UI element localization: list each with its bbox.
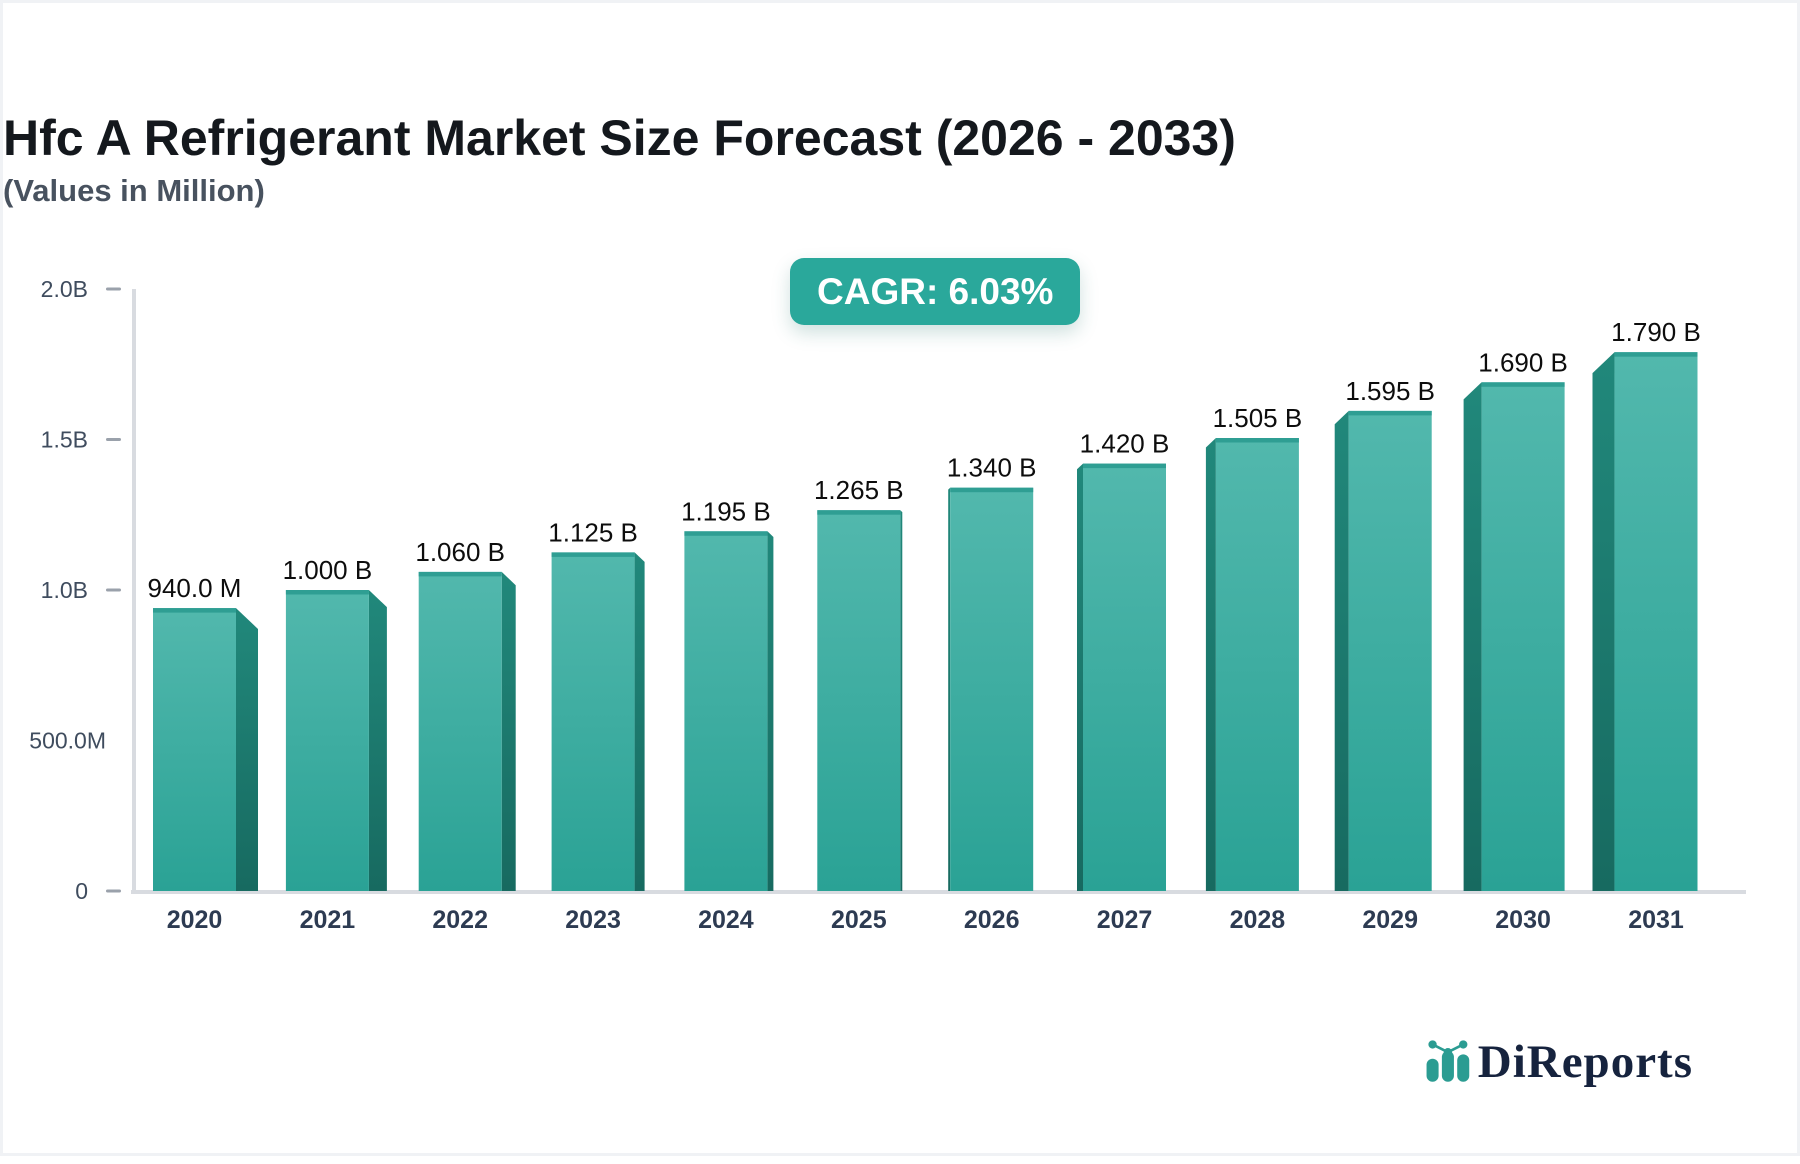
x-year-label: 2022 <box>432 906 488 934</box>
bar-front-face <box>1481 382 1565 891</box>
bar-front-face <box>950 487 1034 891</box>
y-tick-label: 1.0B <box>41 577 88 603</box>
bar-front-face <box>817 510 901 891</box>
bar-value-label: 940.0 M <box>148 573 242 603</box>
bar-side-face <box>1592 352 1615 891</box>
y-tick-dash <box>106 438 121 441</box>
bar-value-label: 1.690 B <box>1478 347 1568 377</box>
bar: 1.060 B 2022 <box>415 537 516 934</box>
bar-top-strip <box>1614 352 1698 357</box>
direports-logo: DiReports <box>1426 1039 1693 1086</box>
bar: 1.790 B 2031 <box>1592 317 1701 934</box>
x-axis-line <box>131 890 1746 894</box>
bar: 1.595 B 2029 <box>1334 376 1435 934</box>
bar-side-face <box>634 552 645 891</box>
x-year-label: 2031 <box>1628 906 1684 934</box>
y-tick-label: 500.0M <box>29 728 106 754</box>
chart-title: Hfc A Refrigerant Market Size Forecast (… <box>3 110 1236 166</box>
bar-top-strip <box>684 531 768 536</box>
bar: 1.505 B 2028 <box>1205 403 1303 934</box>
bar: 1.195 B 2024 <box>681 496 774 934</box>
y-tick-dash <box>106 889 121 893</box>
x-year-label: 2027 <box>1097 906 1153 934</box>
bar-value-label: 1.790 B <box>1611 317 1701 347</box>
bar-top-strip <box>1481 382 1565 387</box>
bar-chart: 2.0B 1.5B 1.0B 500.0M 0 940.0 M 2020 1.000 B 202… <box>3 3 1800 1159</box>
bar: 1.690 B 2030 <box>1463 347 1568 934</box>
bar-front-face <box>1083 463 1166 891</box>
bar-front-face <box>153 608 236 891</box>
chart-subtitle: (Values in Million) <box>3 173 265 208</box>
logo-text: DiReports <box>1477 1036 1693 1088</box>
bar-front-face <box>684 531 768 891</box>
bar-front-face <box>1215 438 1299 891</box>
bar-side-face <box>501 571 516 891</box>
bar-top-strip <box>153 608 236 613</box>
bar-front-face <box>1348 410 1432 891</box>
bar-side-face <box>1463 382 1482 891</box>
bar-top-strip <box>817 510 901 515</box>
bar-value-label: 1.595 B <box>1345 376 1435 406</box>
x-year-label: 2026 <box>964 906 1020 934</box>
bar-top-strip <box>285 590 369 595</box>
bar-side-face <box>948 487 951 891</box>
x-year-label: 2020 <box>167 906 223 934</box>
bar-top-strip <box>418 571 502 577</box>
x-year-label: 2030 <box>1495 906 1551 934</box>
x-year-label: 2025 <box>831 906 887 934</box>
mini-bar-line-chart-icon <box>1426 1040 1470 1082</box>
bar-top-strip <box>1215 438 1299 443</box>
bar-side-face <box>900 510 903 891</box>
bar-top-strip <box>1083 463 1166 469</box>
bar: 1.420 B 2027 <box>1077 429 1169 934</box>
bar-front-face <box>1614 352 1698 891</box>
x-year-label: 2021 <box>300 906 356 934</box>
bar-front-face <box>551 552 635 891</box>
bar-side-face <box>1205 438 1216 891</box>
bar-side-face <box>236 608 258 891</box>
bar-side-face <box>1334 410 1349 891</box>
market-size-bar-chart: 2.0B 1.5B 1.0B 500.0M 0 940.0 M 2020 1.000 B 202… <box>29 276 1746 934</box>
bar: 1.265 B 2025 <box>814 475 904 934</box>
bar-value-label: 1.340 B <box>947 453 1037 483</box>
bar-value-label: 1.265 B <box>814 475 904 505</box>
y-tick-label: 1.5B <box>41 427 88 453</box>
bar: 1.000 B 2021 <box>283 555 387 934</box>
x-year-label: 2023 <box>565 906 621 934</box>
bar-top-strip <box>1348 410 1432 416</box>
bar: 1.340 B 2026 <box>947 453 1037 934</box>
cagr-badge: CAGR: 6.03% <box>790 258 1081 325</box>
x-year-label: 2024 <box>698 906 754 934</box>
bar-value-label: 1.060 B <box>415 537 505 567</box>
bar-side-face <box>767 531 774 891</box>
bar-value-label: 1.505 B <box>1213 403 1303 433</box>
y-axis-line <box>132 289 136 893</box>
bar-value-label: 1.195 B <box>681 496 771 526</box>
bar-top-strip <box>950 487 1034 493</box>
bar-front-face <box>285 590 369 891</box>
bar: 1.125 B 2023 <box>548 517 645 934</box>
bar: 940.0 M 2020 <box>148 573 258 934</box>
x-year-label: 2029 <box>1362 906 1418 934</box>
bar-value-label: 1.000 B <box>283 555 373 585</box>
bar-side-face <box>368 590 387 891</box>
bar-value-label: 1.420 B <box>1080 429 1170 459</box>
bar-front-face <box>418 571 502 891</box>
bar-top-strip <box>551 552 635 557</box>
y-tick-label: 2.0B <box>41 276 88 302</box>
bar-value-label: 1.125 B <box>548 517 638 547</box>
x-year-label: 2028 <box>1230 906 1286 934</box>
bar-side-face <box>1077 463 1084 891</box>
y-tick-dash <box>106 287 121 291</box>
y-tick-dash <box>106 588 121 592</box>
y-tick-label: 0 <box>75 878 88 904</box>
